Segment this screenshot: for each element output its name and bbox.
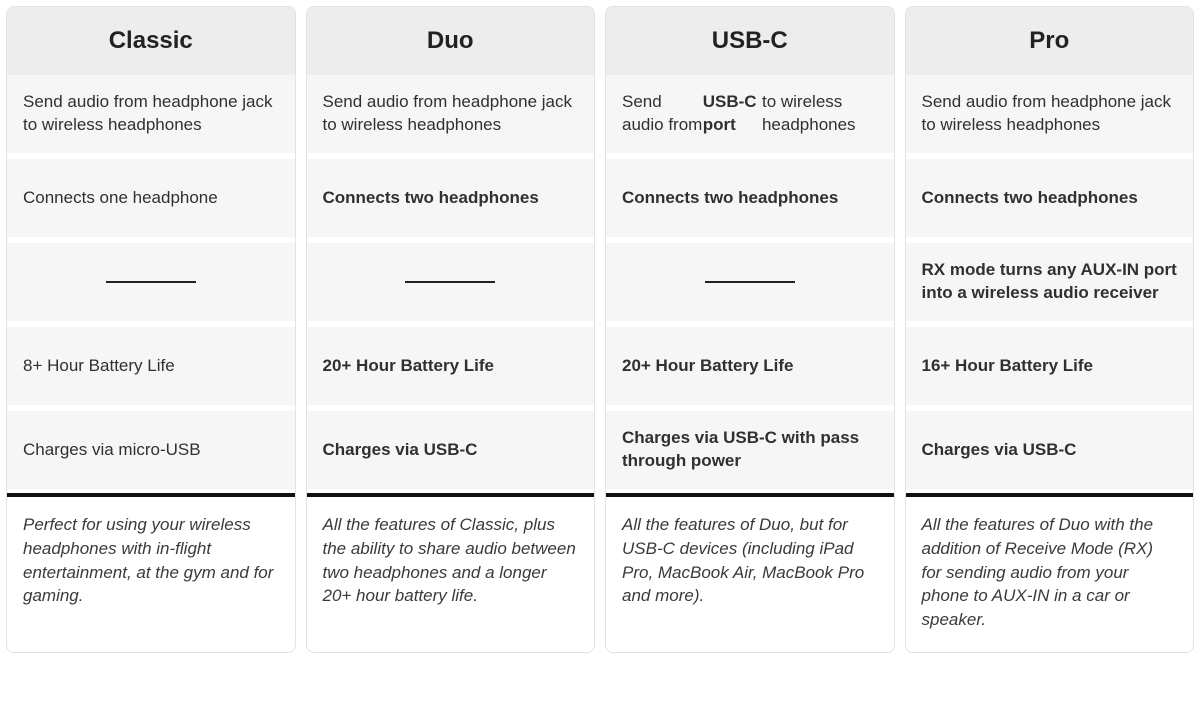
- feature-cell: RX mode turns any AUX-IN port into a wir…: [906, 243, 1194, 321]
- feature-cell: [7, 243, 295, 321]
- column-classic: Classic Send audio from headphone jack t…: [6, 6, 296, 653]
- feature-cell: Send audio from USB-C port to wireless h…: [606, 75, 894, 153]
- feature-cell: Charges via USB-C: [906, 411, 1194, 489]
- feature-cell: 8+ Hour Battery Life: [7, 327, 295, 405]
- comparison-table: Classic Send audio from headphone jack t…: [6, 6, 1194, 653]
- feature-cell: Connects two headphones: [906, 159, 1194, 237]
- column-duo: Duo Send audio from headphone jack to wi…: [306, 6, 596, 653]
- feature-cell: Send audio from headphone jack to wirele…: [7, 75, 295, 153]
- column-header: Duo: [307, 7, 595, 75]
- feature-cell: Charges via USB-C: [307, 411, 595, 489]
- column-usb-c: USB-C Send audio from USB-C port to wire…: [605, 6, 895, 653]
- feature-cell: Connects two headphones: [606, 159, 894, 237]
- dash-icon: [405, 281, 495, 283]
- feature-cell: Connects one headphone: [7, 159, 295, 237]
- column-summary: All the features of Duo, but for USB-C d…: [606, 497, 894, 652]
- feature-cell: Charges via micro-USB: [7, 411, 295, 489]
- feature-cell: Charges via USB-C with pass through powe…: [606, 411, 894, 489]
- dash-icon: [705, 281, 795, 283]
- feature-cell: 20+ Hour Battery Life: [606, 327, 894, 405]
- feature-cell: Send audio from headphone jack to wirele…: [307, 75, 595, 153]
- feature-cell: 20+ Hour Battery Life: [307, 327, 595, 405]
- column-summary: Perfect for using your wireless headphon…: [7, 497, 295, 652]
- column-pro: Pro Send audio from headphone jack to wi…: [905, 6, 1195, 653]
- feature-cell: [307, 243, 595, 321]
- column-header: Pro: [906, 7, 1194, 75]
- column-header: USB-C: [606, 7, 894, 75]
- feature-cell: Connects two headphones: [307, 159, 595, 237]
- feature-cell: Send audio from headphone jack to wirele…: [906, 75, 1194, 153]
- column-header: Classic: [7, 7, 295, 75]
- dash-icon: [106, 281, 196, 283]
- feature-cell: 16+ Hour Battery Life: [906, 327, 1194, 405]
- column-summary: All the features of Duo with the additio…: [906, 497, 1194, 652]
- column-summary: All the features of Classic, plus the ab…: [307, 497, 595, 652]
- feature-cell: [606, 243, 894, 321]
